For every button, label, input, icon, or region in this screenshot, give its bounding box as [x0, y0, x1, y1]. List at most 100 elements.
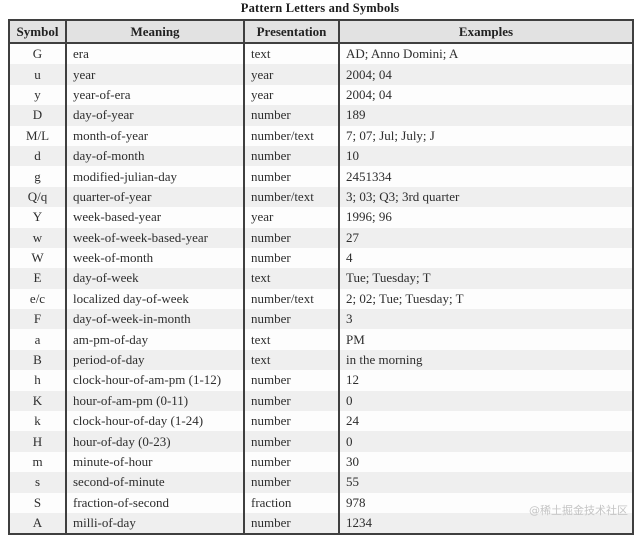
table-row: k clock-hour-of-day (1-24) number 24 [9, 411, 633, 432]
cell-meaning: clock-hour-of-am-pm (1-12) [65, 370, 244, 391]
table-header-row: Symbol Meaning Presentation Examples [9, 20, 633, 44]
cell-symbol: A [32, 515, 43, 531]
cell-meaning: milli-of-day [65, 512, 244, 535]
table-row: y year-of-era year 2004; 04 [9, 84, 633, 106]
cell-symbol: s [34, 474, 41, 490]
header-presentation: Presentation [243, 20, 339, 44]
cell-presentation: text [243, 349, 339, 371]
cell-symbol: m [32, 454, 43, 469]
cell-examples: 7; 07; Jul; July; J [338, 125, 633, 146]
cell-presentation: number [243, 390, 339, 412]
table-row: h clock-hour-of-am-pm (1-12) number 12 [9, 370, 633, 391]
cell-examples: 0 [338, 390, 633, 412]
cell-examples: 10 [338, 145, 633, 167]
table-row: g modified-julian-day number 2451334 [9, 166, 633, 187]
cell-meaning: localized day-of-week [65, 288, 244, 310]
cell-presentation: text [243, 329, 339, 350]
cell-examples: 27 [338, 227, 633, 248]
cell-meaning: hour-of-day (0-23) [65, 431, 244, 452]
cell-symbol: M/L [25, 127, 50, 143]
cell-examples: 4 [338, 247, 633, 269]
cell-presentation: year [243, 84, 339, 106]
cell-examples: 1996; 96 [338, 207, 633, 228]
table-row: e/c localized day-of-week number/text 2; 02… [9, 288, 633, 310]
cell-symbol: E [33, 270, 42, 286]
cell-symbol: W [31, 250, 44, 266]
cell-meaning: hour-of-am-pm (0-11) [65, 390, 244, 412]
cell-examples: AD; Anno Domini; A [338, 43, 633, 65]
cell-presentation: year [243, 64, 339, 85]
table-row: w week-of-week-based-year number 27 [9, 227, 633, 248]
cell-examples: PM [338, 329, 633, 350]
cell-symbol: d [34, 148, 41, 164]
cell-meaning: fraction-of-second [65, 492, 244, 513]
cell-examples: 1234 [338, 512, 633, 535]
cell-presentation: number/text [243, 186, 339, 208]
cell-symbol: D [32, 107, 43, 123]
cell-presentation: number [243, 451, 339, 473]
table-row: Q/q quarter-of-year number/text 3; 03; Q3; … [9, 186, 633, 208]
cell-meaning: day-of-week-in-month [65, 309, 244, 330]
cell-examples: 2004; 04 [338, 84, 633, 106]
cell-examples: 2; 02; Tue; Tuesday; T [338, 288, 633, 310]
cell-meaning: second-of-minute [65, 472, 244, 493]
cell-meaning: day-of-year [65, 105, 244, 126]
cell-presentation: number [243, 512, 339, 535]
cell-meaning: modified-julian-day [65, 166, 244, 187]
table-row: d day-of-month number 10 [9, 145, 633, 167]
cell-symbol: Y [32, 209, 43, 225]
cell-meaning: week-of-week-based-year [65, 227, 244, 248]
cell-presentation: number [243, 431, 339, 452]
cell-meaning: quarter-of-year [65, 186, 244, 208]
cell-examples: 189 [338, 105, 633, 126]
cell-examples: in the morning [338, 349, 633, 371]
cell-meaning: week-based-year [65, 207, 244, 228]
cell-meaning: minute-of-hour [65, 451, 244, 473]
cell-symbol: B [33, 352, 42, 368]
cell-meaning: month-of-year [65, 125, 244, 146]
cell-symbol: a [34, 331, 41, 347]
cell-presentation: number [243, 472, 339, 493]
cell-presentation: text [243, 268, 339, 289]
table-row: u year year 2004; 04 [9, 64, 633, 85]
cell-examples: 55 [338, 472, 633, 493]
header-symbol: Symbol [9, 20, 66, 44]
header-examples: Examples [338, 20, 633, 44]
cell-symbol: y [34, 86, 41, 102]
cell-meaning: period-of-day [65, 349, 244, 371]
cell-presentation: number [243, 247, 339, 269]
cell-meaning: era [65, 43, 244, 65]
table-row: s second-of-minute number 55 [9, 472, 633, 493]
cell-symbol: K [32, 392, 43, 408]
cell-symbol: Q/q [27, 188, 48, 204]
cell-presentation: number [243, 370, 339, 391]
cell-meaning: year-of-era [65, 84, 244, 106]
cell-symbol: g [34, 168, 41, 184]
header-meaning: Meaning [65, 20, 244, 44]
cell-presentation: number/text [243, 125, 339, 146]
cell-symbol: e/c [29, 290, 46, 306]
page-title: Pattern Letters and Symbols [240, 1, 400, 15]
table-row: a am-pm-of-day text PM [9, 329, 633, 350]
cell-symbol: H [32, 433, 43, 449]
cell-examples: 2451334 [338, 166, 633, 187]
cell-presentation: number [243, 166, 339, 187]
table-row: M/L month-of-year number/text 7; 07; Jul; J… [9, 125, 633, 146]
cell-presentation: number [243, 309, 339, 330]
cell-presentation: number [243, 145, 339, 167]
cell-presentation: fraction [243, 492, 339, 513]
cell-symbol: u [34, 66, 41, 82]
cell-meaning: am-pm-of-day [65, 329, 244, 350]
cell-symbol: S [33, 494, 42, 510]
cell-meaning: day-of-week [65, 268, 244, 289]
